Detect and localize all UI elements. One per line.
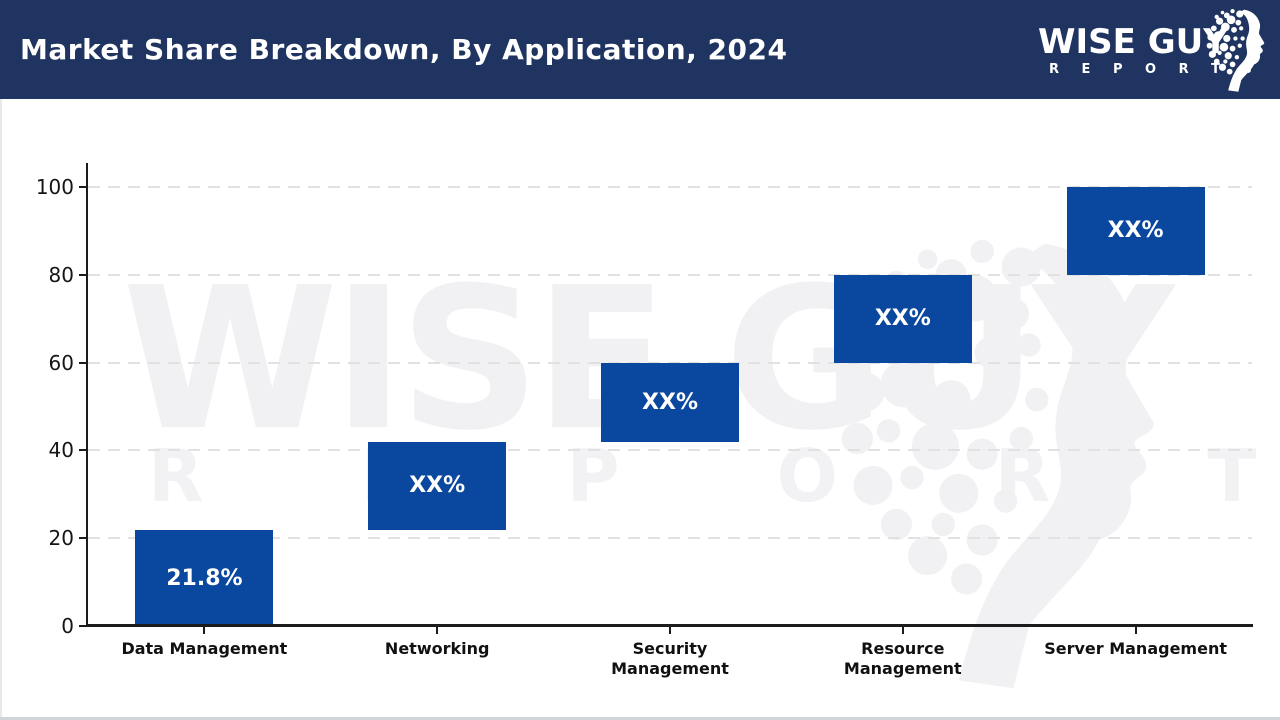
y-axis-line	[86, 163, 88, 627]
y-tick-label: 80	[48, 262, 74, 287]
gridline	[88, 273, 1252, 276]
x-tick	[436, 627, 439, 634]
y-tick-label: 20	[48, 526, 74, 551]
y-tick-label: 40	[48, 438, 74, 463]
y-tick	[79, 625, 87, 627]
y-tick-label: 100	[35, 175, 74, 199]
x-category-label: Security Management	[611, 639, 729, 678]
logo-wordmark: WISE GUY	[1038, 22, 1228, 62]
x-tick	[203, 627, 206, 634]
bar: XX%	[833, 274, 972, 363]
x-category-label: Server Management	[1044, 639, 1227, 658]
y-tick	[79, 273, 87, 276]
bar-label: 21.8%	[166, 565, 243, 591]
bottom-edge-line	[0, 717, 1280, 720]
header-bar: Market Share Breakdown, By Application, …	[0, 0, 1280, 99]
brand-logo: WISE GUY R E P O R T S	[1022, 4, 1272, 96]
gridline	[88, 449, 1252, 452]
x-category-label: Resource Management	[843, 639, 962, 678]
bar-label: XX%	[874, 306, 931, 332]
y-tick	[79, 449, 87, 452]
bar: XX%	[1066, 187, 1205, 275]
gridline	[88, 537, 1252, 540]
x-tick	[901, 627, 904, 634]
x-tick	[669, 627, 671, 634]
gridline	[88, 186, 1252, 188]
page-title: Market Share Breakdown, By Application, …	[20, 33, 788, 66]
y-tick	[79, 537, 87, 540]
x-category-label: Data Management	[121, 639, 288, 658]
bar: 21.8%	[135, 530, 274, 626]
bar: XX%	[601, 362, 739, 442]
bar: XX%	[368, 441, 507, 531]
bar-label: XX%	[1107, 218, 1164, 244]
y-tick-label: 60	[48, 350, 74, 375]
x-category-label: Networking	[384, 639, 490, 658]
x-tick	[1134, 627, 1137, 634]
bar-label: XX%	[409, 473, 466, 499]
y-tick	[79, 186, 87, 188]
x-axis-line	[86, 624, 1253, 627]
y-tick	[79, 361, 87, 364]
logo-reports-label: R E P O R T S	[1049, 62, 1261, 77]
y-tick-label: 0	[61, 614, 74, 638]
bar-label: XX%	[642, 389, 698, 415]
left-edge-line	[0, 99, 2, 717]
